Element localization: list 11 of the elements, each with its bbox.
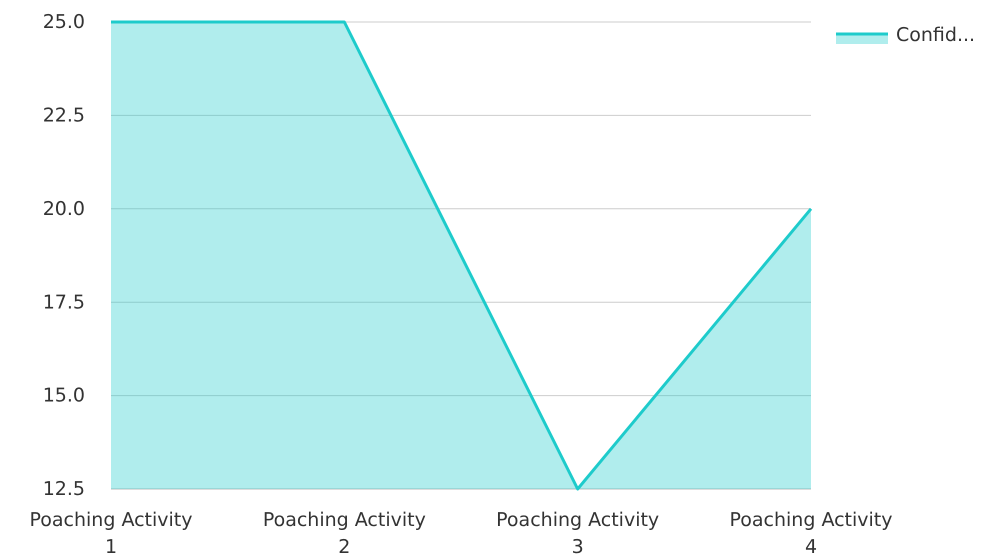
x-tick-label: Poaching Activity 2	[262, 509, 426, 558]
x-tick-label: Poaching Activity 4	[729, 509, 893, 558]
y-tick-label: 20.0	[42, 198, 85, 220]
y-tick-label: 17.5	[42, 291, 85, 314]
y-tick-label: 12.5	[42, 478, 85, 500]
y-tick-label: 22.5	[42, 104, 85, 126]
y-tick-label: 25.0	[42, 11, 85, 34]
x-tick-label: Poaching Activity 3	[496, 509, 660, 558]
y-tick-label: 15.0	[42, 384, 85, 407]
x-tick-label: Poaching Activity 1	[29, 509, 193, 558]
legend-label: Confid...	[896, 24, 976, 46]
